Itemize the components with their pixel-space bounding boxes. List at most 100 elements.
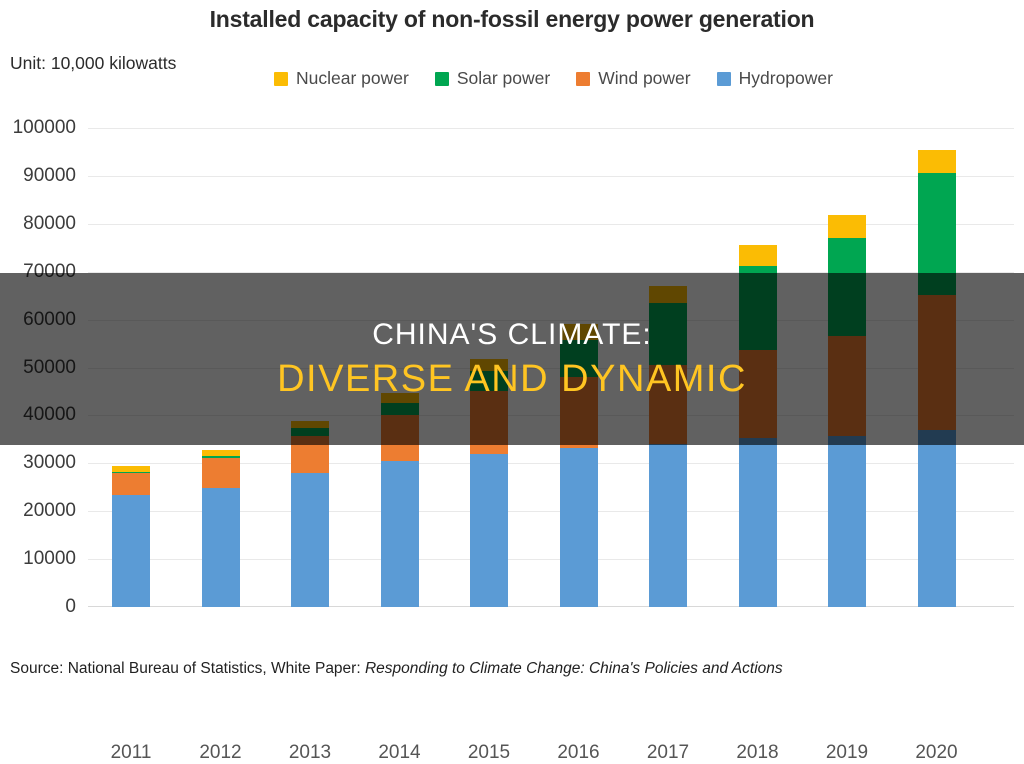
bar-stack[interactable] xyxy=(828,214,866,607)
y-axis-tick-label: 10000 xyxy=(23,548,76,570)
x-axis-tick-label: 2011 xyxy=(110,742,152,763)
legend-swatch-icon xyxy=(434,71,449,86)
legend-item[interactable]: Hydropower xyxy=(716,68,833,89)
y-axis-tick-label: 40000 xyxy=(23,404,76,426)
bar-stack[interactable] xyxy=(559,323,598,607)
bar-segment[interactable] xyxy=(738,350,777,439)
bar-segment[interactable] xyxy=(649,365,687,444)
bar-segment[interactable] xyxy=(291,421,329,429)
y-axis-tick-label: 50000 xyxy=(23,356,76,378)
bar-stack[interactable] xyxy=(380,393,419,607)
bar-segment[interactable] xyxy=(470,453,508,607)
bar-segment[interactable] xyxy=(649,443,687,607)
bar-stack[interactable] xyxy=(470,358,508,607)
bar-stack[interactable] xyxy=(649,285,687,607)
bar-segment[interactable] xyxy=(112,472,150,474)
y-axis-tick-label: 60000 xyxy=(23,308,76,330)
bar-segment[interactable] xyxy=(470,391,508,454)
bar-stack[interactable] xyxy=(738,245,777,607)
y-gridline xyxy=(88,415,1014,417)
bar-segment[interactable] xyxy=(559,376,598,448)
bar-segment[interactable] xyxy=(828,214,866,239)
y-gridline xyxy=(88,128,1014,129)
bar-segment[interactable] xyxy=(291,428,329,437)
bar-segment[interactable] xyxy=(828,238,866,337)
bar-segment[interactable] xyxy=(380,393,419,403)
legend-label: Nuclear power xyxy=(296,68,409,88)
y-gridline xyxy=(88,559,1014,561)
bar-segment[interactable] xyxy=(917,294,956,430)
x-axis-tick-label: 2019 xyxy=(825,742,869,763)
legend-swatch-icon xyxy=(716,71,731,86)
plot-area: 0 10000 20000 30000 40000 50000 60000 70000 8000… xyxy=(13,117,1014,763)
x-axis-tick-label: 2018 xyxy=(736,742,779,763)
bar-segment[interactable] xyxy=(649,285,687,303)
bar-segment[interactable] xyxy=(380,460,419,607)
bar-segment[interactable] xyxy=(738,245,777,267)
y-gridline xyxy=(88,271,1014,273)
chart-page: Installed capacity of non-fossil energy … xyxy=(0,6,1024,763)
legend-swatch-icon xyxy=(576,71,591,86)
bar-segment[interactable] xyxy=(291,472,329,607)
bar-segment[interactable] xyxy=(112,495,150,607)
bar-segment[interactable] xyxy=(112,473,150,496)
legend-label: Hydropower xyxy=(738,68,833,88)
y-gridline xyxy=(88,463,1014,465)
y-gridline xyxy=(88,367,1014,369)
y-axis-tick-label: 20000 xyxy=(23,500,76,522)
bar-segment[interactable] xyxy=(559,447,598,607)
bar-segment[interactable] xyxy=(828,436,866,607)
x-axis-line xyxy=(88,606,1014,607)
y-axis-tick-label: 70000 xyxy=(23,260,76,282)
y-axis-tick-label: 90000 xyxy=(23,164,76,186)
y-gridline xyxy=(88,319,1014,321)
x-axis-tick-label: 2014 xyxy=(378,742,421,763)
chart-legend: Nuclear power Solar power Wind power Hydrop… xyxy=(274,68,833,89)
legend-item[interactable]: Solar power xyxy=(434,68,551,89)
bar-segment[interactable] xyxy=(201,487,240,607)
y-gridline xyxy=(88,511,1014,513)
legend-item[interactable]: Nuclear power xyxy=(274,68,409,89)
bar-segment[interactable] xyxy=(559,323,598,340)
bar-segment[interactable] xyxy=(649,302,687,366)
bar-segment[interactable] xyxy=(738,438,777,607)
x-axis-tick-label: 2015 xyxy=(467,742,511,763)
x-axis-tick-label: 2012 xyxy=(199,742,242,763)
x-axis-tick-label: 2017 xyxy=(646,742,690,763)
y-gridline xyxy=(88,175,1014,177)
bar-segment[interactable] xyxy=(738,266,777,351)
bar-segment[interactable] xyxy=(380,402,419,415)
bar-segment[interactable] xyxy=(380,414,419,461)
bar-segment[interactable] xyxy=(559,339,598,377)
x-axis-tick-label: 2020 xyxy=(915,742,958,763)
y-axis-tick-label: 30000 xyxy=(23,452,76,474)
bar-segment[interactable] xyxy=(828,336,866,437)
x-axis-tick-label: 2016 xyxy=(557,742,600,763)
bar-segment[interactable] xyxy=(917,429,956,607)
bar-stack[interactable] xyxy=(291,421,329,607)
legend-label: Wind power xyxy=(598,68,691,88)
source-caption: Source: National Bureau of Statistics, W… xyxy=(10,660,783,678)
bar-segment[interactable] xyxy=(201,458,240,488)
y-axis-tick-label: 100000 xyxy=(12,117,76,138)
x-axis-tick-label: 2013 xyxy=(288,742,332,763)
bar-stack[interactable] xyxy=(917,149,956,607)
y-gridline xyxy=(88,223,1014,225)
bar-segment[interactable] xyxy=(917,173,956,295)
bar-stack[interactable] xyxy=(201,450,240,607)
legend-label: Solar power xyxy=(456,68,551,88)
bar-segment[interactable] xyxy=(291,436,329,473)
source-prefix: Source: National Bureau of Statistics, W… xyxy=(10,660,365,677)
bar-segment[interactable] xyxy=(470,358,508,372)
source-document-title: Responding to Climate Change: China's Po… xyxy=(364,660,783,677)
page-title: Installed capacity of non-fossil energy … xyxy=(209,6,815,32)
y-axis-tick-label: 80000 xyxy=(23,212,76,234)
y-axis-tick-label: 0 xyxy=(65,596,76,617)
bar-segment[interactable] xyxy=(470,371,508,392)
bar-segment[interactable] xyxy=(201,456,240,459)
bar-segment[interactable] xyxy=(201,450,240,457)
legend-item[interactable]: Wind power xyxy=(576,68,691,89)
bar-segment[interactable] xyxy=(917,149,956,174)
bar-segment[interactable] xyxy=(112,466,150,473)
bar-stack[interactable] xyxy=(112,466,150,607)
